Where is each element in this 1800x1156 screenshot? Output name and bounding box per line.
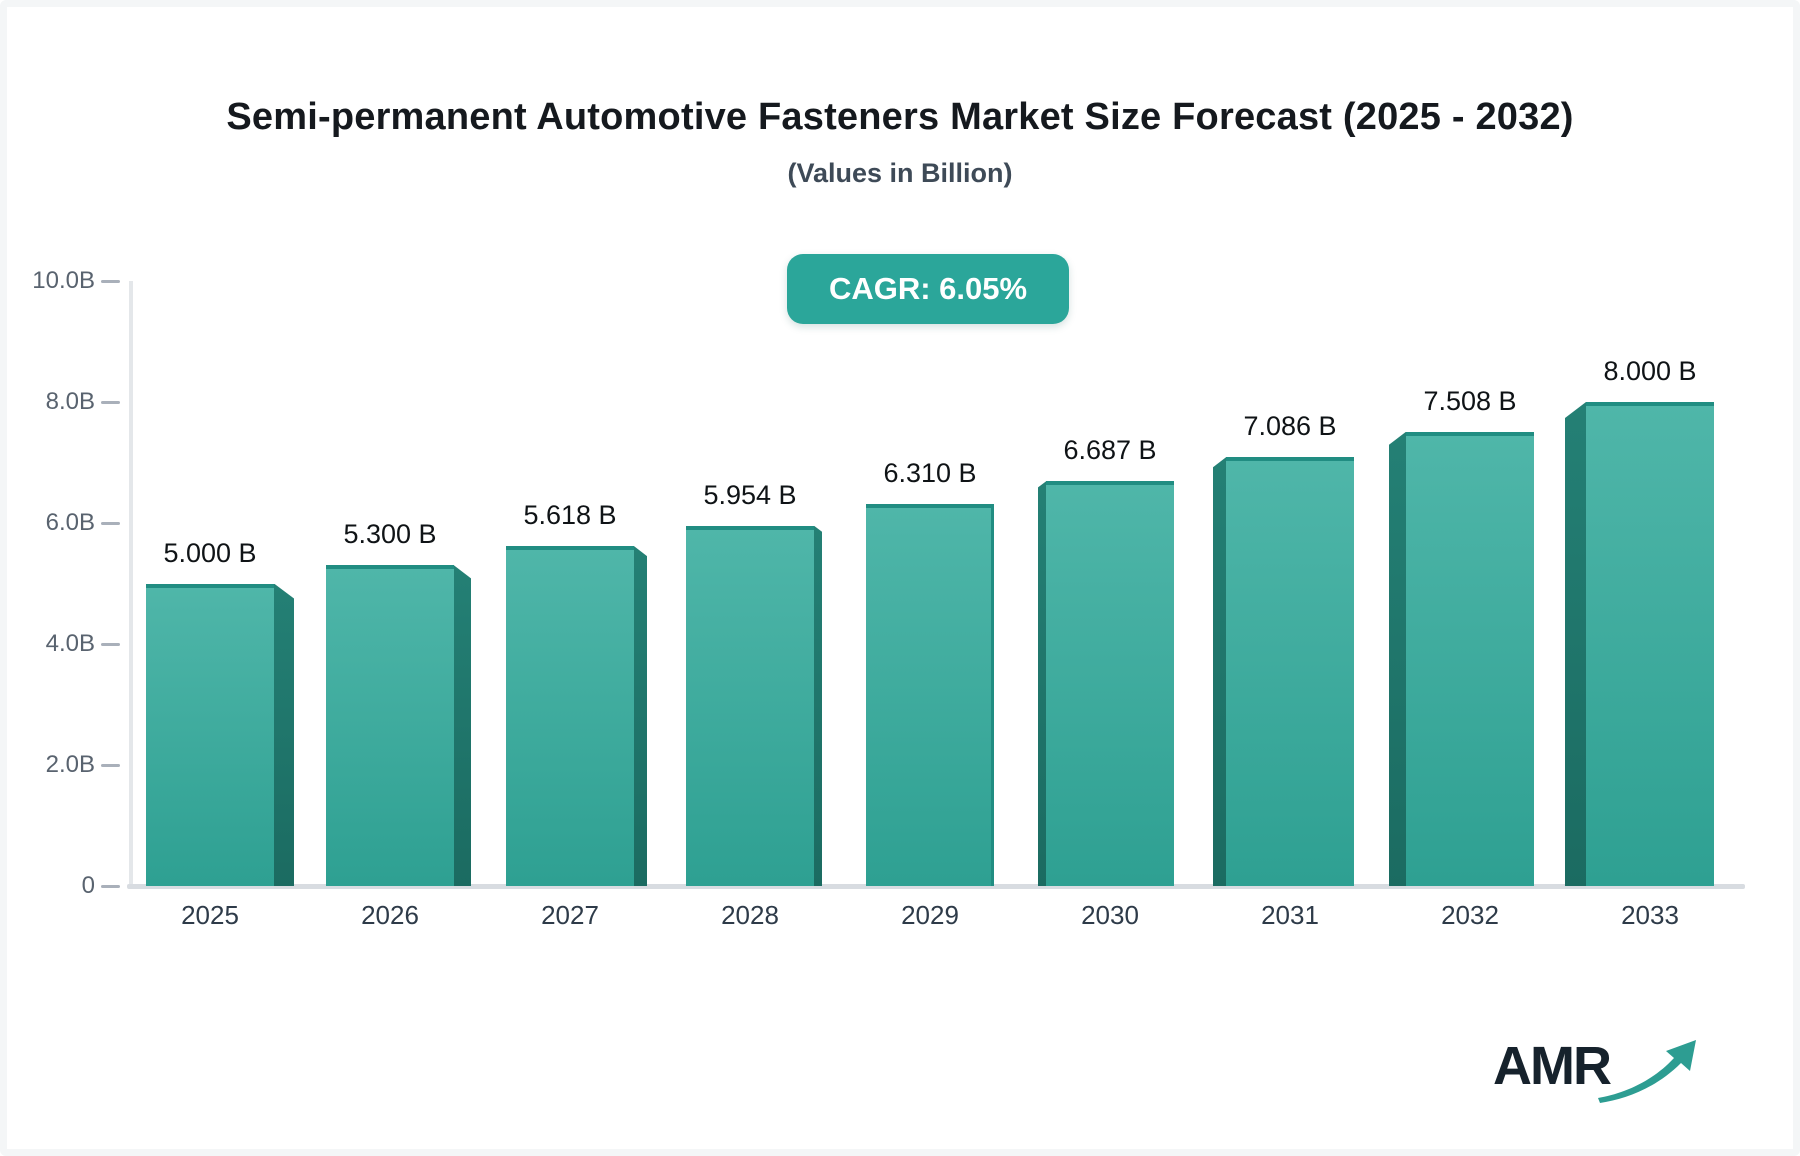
y-axis-label: 6.0B bbox=[45, 509, 95, 536]
y-tick bbox=[101, 884, 120, 888]
x-axis-label: 2029 bbox=[901, 900, 959, 930]
bar-value-label: 7.086 B bbox=[1243, 411, 1337, 442]
y-tick bbox=[101, 521, 120, 525]
y-tick bbox=[101, 763, 120, 767]
y-tick bbox=[101, 400, 120, 404]
bar bbox=[1046, 481, 1174, 886]
bar-value-label: 6.687 B bbox=[1063, 435, 1157, 466]
x-axis-label: 2031 bbox=[1261, 900, 1319, 930]
x-axis-label: 2033 bbox=[1621, 900, 1679, 930]
y-axis-label: 2.0B bbox=[45, 751, 95, 778]
bar-side-face bbox=[814, 525, 822, 886]
x-axis-label: 2025 bbox=[181, 900, 239, 930]
bar bbox=[866, 504, 994, 886]
y-axis-label: 0 bbox=[81, 872, 95, 899]
bar bbox=[686, 525, 814, 886]
bar bbox=[146, 583, 274, 886]
y-axis-line bbox=[129, 281, 133, 886]
x-axis-label: 2032 bbox=[1441, 900, 1499, 930]
bar-side-face bbox=[1565, 402, 1586, 886]
bar-value-label: 5.300 B bbox=[343, 519, 437, 550]
amr-logo: AMR bbox=[1493, 1036, 1700, 1106]
page-title: Semi-permanent Automotive Fasteners Mark… bbox=[226, 96, 1574, 138]
y-tick bbox=[101, 642, 120, 646]
bar bbox=[326, 565, 454, 886]
bar-side-face bbox=[1213, 457, 1226, 886]
bar-side-face bbox=[1389, 431, 1406, 886]
bar bbox=[506, 546, 634, 886]
chart-subtitle: (Values in Billion) bbox=[787, 158, 1013, 188]
bar bbox=[1226, 457, 1354, 886]
bar-value-label: 5.954 B bbox=[703, 479, 797, 510]
y-axis-label: 4.0B bbox=[45, 630, 95, 657]
bar bbox=[1406, 431, 1534, 886]
bar bbox=[1586, 402, 1714, 886]
bar-value-label: 5.618 B bbox=[523, 500, 617, 531]
bar-value-label: 6.310 B bbox=[883, 458, 977, 489]
bar-side-face bbox=[1038, 481, 1046, 886]
bar-value-label: 7.508 B bbox=[1423, 385, 1517, 416]
x-axis-line bbox=[127, 884, 1745, 889]
x-axis-label: 2026 bbox=[361, 900, 419, 930]
cagr-badge: CAGR: 6.05% bbox=[787, 254, 1069, 324]
y-axis-label: 10.0B bbox=[32, 267, 95, 294]
bar-side-face bbox=[274, 583, 294, 886]
logo-text: AMR bbox=[1493, 1036, 1612, 1096]
x-axis-label: 2030 bbox=[1081, 900, 1139, 930]
bar-value-label: 5.000 B bbox=[163, 537, 257, 568]
bar-side-face bbox=[634, 546, 647, 886]
x-axis-label: 2027 bbox=[541, 900, 599, 930]
x-axis-label: 2028 bbox=[721, 900, 779, 930]
bar-value-label: 8.000 B bbox=[1603, 356, 1697, 386]
y-tick bbox=[101, 279, 120, 283]
growth-arrow-icon bbox=[1598, 1040, 1696, 1103]
y-axis-label: 8.0B bbox=[45, 388, 95, 415]
bar-side-face bbox=[454, 565, 471, 886]
